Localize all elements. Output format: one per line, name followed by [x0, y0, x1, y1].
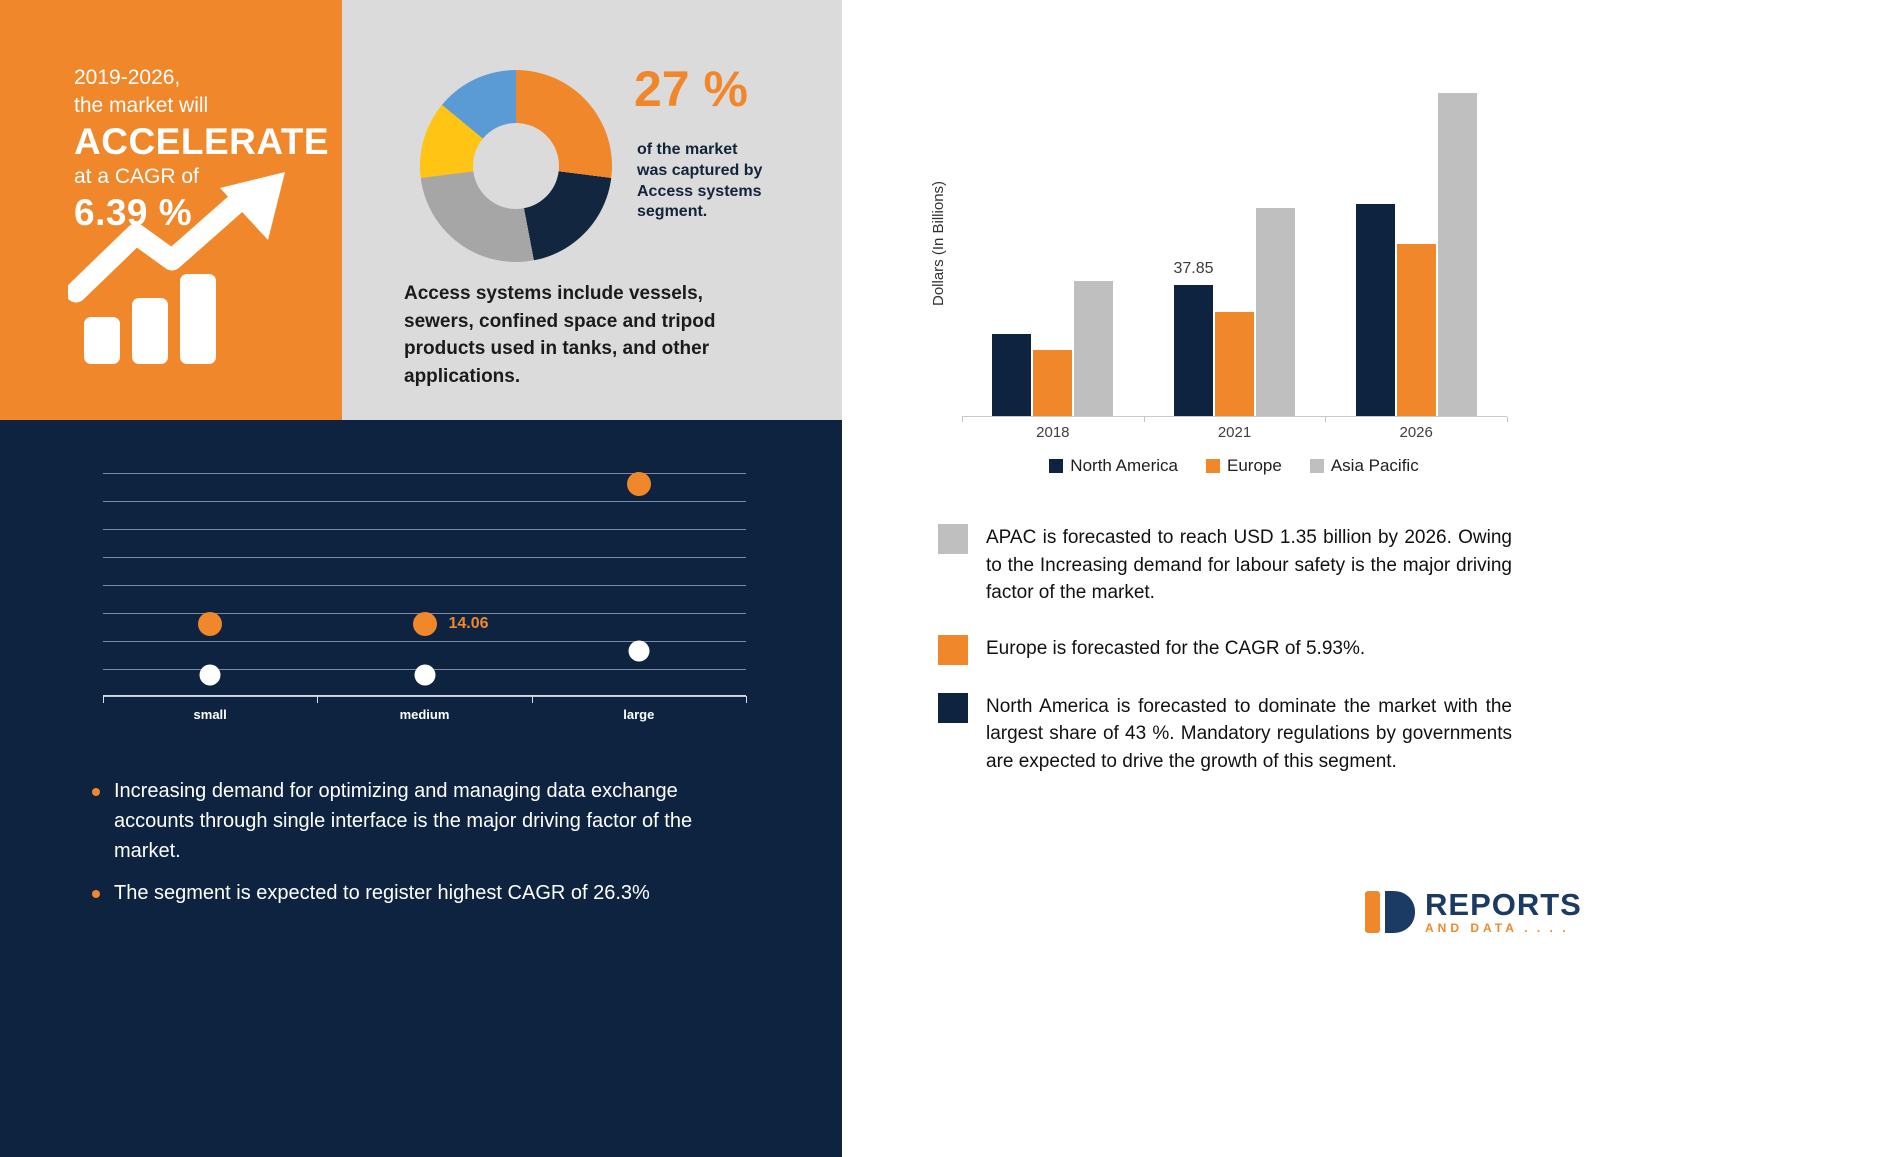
dot-medium-white-series — [414, 664, 435, 686]
category-label-large: large — [623, 707, 655, 722]
rd-logo-icon — [1365, 891, 1415, 933]
axis-tick — [1325, 417, 1327, 422]
category-label-medium: medium — [399, 707, 450, 722]
legend-item-europe: Europe — [1206, 456, 1282, 476]
bar-group-2026 — [1325, 69, 1507, 416]
legend-swatch — [1309, 459, 1324, 473]
accelerate-headline: ACCELERATE — [74, 120, 330, 162]
dot-small-white-series — [199, 664, 221, 686]
bullet-item: Increasing demand for optimizing and man… — [86, 776, 748, 866]
axis-tick — [1507, 417, 1508, 422]
dot-small-orange-series — [198, 611, 223, 636]
insight-text: Europe is forecasted for the CAGR of 5.9… — [986, 637, 1366, 659]
insight-item-north-america: North America is forecasted to dominate … — [938, 692, 1512, 776]
logo-sub-text: AND DATA . . . . — [1425, 921, 1582, 935]
bar-2018-asia-pacific — [1074, 280, 1114, 416]
reports-and-data-logo: REPORTS AND DATA . . . . — [1364, 886, 1582, 938]
legend-swatch — [1049, 459, 1064, 473]
dot-large-orange-series — [626, 472, 651, 497]
dot-categories: small medium large — [103, 707, 746, 722]
bar-legend: North America Europe Asia Pacific — [938, 456, 1530, 476]
bar-x-labels: 2018 2021 2026 — [962, 424, 1507, 441]
segment-panel: 14.06 small medium large Increasing demand… — [0, 420, 842, 1157]
growth-arrow-icon — [68, 172, 285, 364]
axis-tick — [962, 417, 963, 422]
dot-plot: 14.06 — [103, 472, 747, 703]
donut-panel: 27 % of the market was captured by Acces… — [342, 0, 842, 420]
legend-item-north-america: North America — [1049, 456, 1178, 476]
bar-2026-north-america — [1355, 204, 1395, 416]
insight-swatch-gray — [938, 524, 968, 554]
insight-text: APAC is forecasted to reach USD 1.35 bil… — [986, 527, 1512, 604]
period-text: 2019-2026, — [74, 66, 181, 89]
bar-2018-europe — [1033, 350, 1073, 416]
bar-group-2018 — [962, 69, 1144, 416]
donut-chart — [420, 70, 612, 262]
logo-sub-label: AND DATA — [1425, 921, 1518, 936]
legend-label: North America — [1070, 456, 1178, 475]
y-axis-label: Dollars (In Billions) — [930, 180, 947, 306]
axis-tick — [531, 696, 533, 703]
logo-text-block: REPORTS AND DATA . . . . — [1425, 886, 1582, 935]
bar-group-2021: 37.85 — [1144, 69, 1326, 416]
axis-tick — [1143, 417, 1145, 422]
bullet-item: The segment is expected to register high… — [86, 878, 748, 908]
dot-large-white-series — [628, 640, 650, 662]
share-value: 27 % — [634, 61, 748, 117]
bar-2018-north-america — [992, 334, 1032, 416]
cagr-panel: 2019-2026, the market will ACCELERATE at… — [0, 0, 342, 420]
x-tick-label-2018: 2018 — [1036, 424, 1070, 441]
x-tick-label-2026: 2026 — [1399, 424, 1433, 441]
bar-2026-asia-pacific — [1437, 93, 1477, 416]
legend-label: Europe — [1227, 456, 1282, 475]
category-label-small: small — [193, 707, 227, 722]
regional-panel: Dollars (In Billions) 37.85 2018 2021 2026… — [842, 0, 1903, 1157]
share-caption: of the market was captured by Access sys… — [637, 141, 763, 221]
access-systems-description: Access systems include vessels, sewers, … — [404, 283, 716, 387]
legend-item-asia-pacific: Asia Pacific — [1309, 456, 1419, 476]
bar-2021-europe — [1215, 311, 1254, 416]
insight-text: North America is forecasted to dominate … — [986, 695, 1512, 772]
insight-item-apac: APAC is forecasted to reach USD 1.35 bil… — [938, 524, 1512, 607]
key-points-list: Increasing demand for optimizing and man… — [86, 776, 748, 920]
axis-tick — [103, 696, 104, 703]
insight-swatch-navy — [938, 692, 968, 723]
insights-list: APAC is forecasted to reach USD 1.35 bil… — [938, 524, 1512, 775]
dot-value-label: 14.06 — [448, 614, 489, 632]
logo-brand-text: REPORTS — [1425, 886, 1582, 922]
bar-2026-europe — [1396, 244, 1436, 416]
market-will-text: the market will — [74, 94, 209, 118]
bar-plot: 37.85 — [962, 69, 1508, 422]
legend-label: Asia Pacific — [1330, 456, 1419, 475]
dot-medium-orange-series — [412, 611, 437, 636]
bar-2021-asia-pacific — [1256, 207, 1295, 416]
legend-swatch — [1206, 459, 1220, 473]
axis-tick — [746, 696, 747, 703]
axis-tick — [317, 696, 319, 703]
logo-dots: . . . . — [1517, 921, 1569, 936]
x-tick-label-2021: 2021 — [1217, 424, 1252, 441]
cagr-label: at a CAGR of — [74, 165, 199, 189]
bar-2021-north-america: 37.85 — [1173, 260, 1214, 416]
bar-data-label: 37.85 — [1173, 259, 1214, 277]
insight-swatch-orange — [938, 634, 968, 665]
insight-item-europe: Europe is forecasted for the CAGR of 5.9… — [938, 634, 1512, 665]
